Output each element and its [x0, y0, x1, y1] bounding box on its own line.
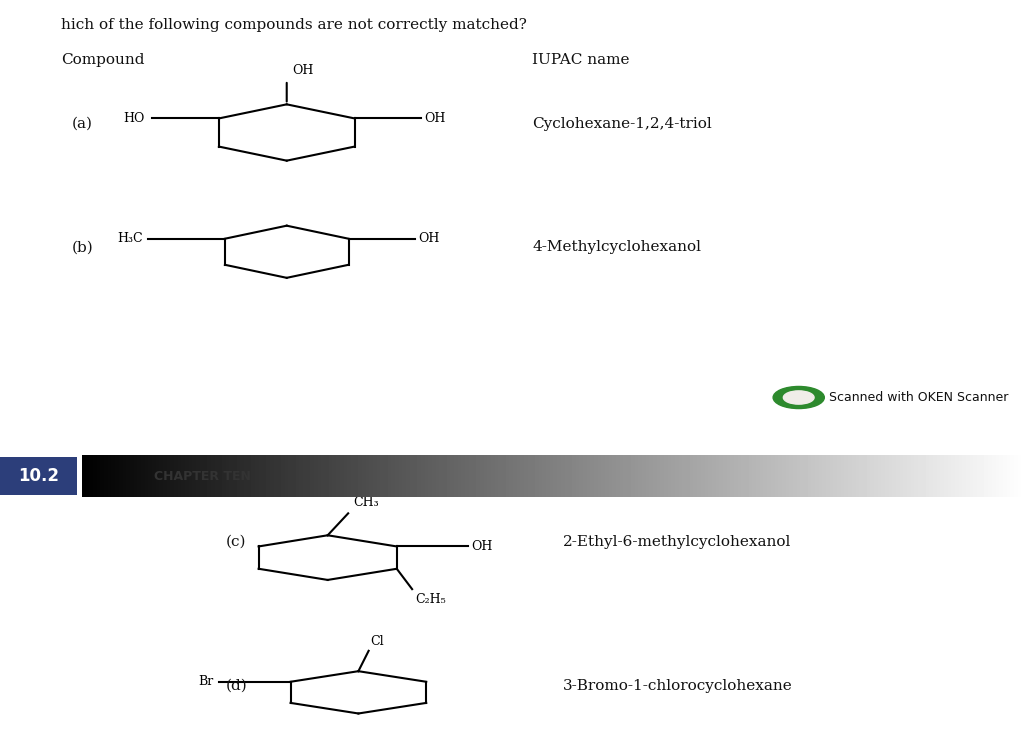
Text: OH: OH — [292, 64, 313, 77]
Text: 2-Ethyl-6-methylcyclohexanol: 2-Ethyl-6-methylcyclohexanol — [563, 535, 792, 549]
FancyBboxPatch shape — [0, 458, 77, 495]
Text: 10.2: 10.2 — [18, 467, 59, 485]
Text: Cl: Cl — [371, 635, 384, 648]
Text: hich of the following compounds are not correctly matched?: hich of the following compounds are not … — [61, 17, 527, 32]
Text: C₂H₅: C₂H₅ — [415, 593, 445, 606]
Text: CH₃: CH₃ — [353, 495, 379, 509]
Text: OH: OH — [424, 112, 445, 125]
Text: CHAPTER TEN: CHAPTER TEN — [154, 470, 251, 482]
Text: 3-Bromo-1-chlorocyclohexane: 3-Bromo-1-chlorocyclohexane — [563, 679, 793, 693]
Text: OH: OH — [471, 540, 493, 553]
Text: (d): (d) — [225, 679, 247, 693]
Text: Compound: Compound — [61, 53, 145, 67]
Text: (c): (c) — [225, 535, 246, 549]
Text: (a): (a) — [72, 117, 93, 131]
Text: Scanned with OKEN Scanner: Scanned with OKEN Scanner — [829, 391, 1009, 404]
Text: HO: HO — [124, 112, 145, 125]
Circle shape — [783, 391, 814, 404]
Text: Br: Br — [199, 675, 214, 689]
Text: 4-Methylcyclohexanol: 4-Methylcyclohexanol — [532, 240, 701, 254]
Circle shape — [773, 387, 824, 408]
Text: OH: OH — [418, 233, 439, 245]
Text: IUPAC name: IUPAC name — [532, 53, 630, 67]
Text: Cyclohexane-1,2,4-triol: Cyclohexane-1,2,4-triol — [532, 117, 713, 131]
Text: (b): (b) — [72, 240, 93, 254]
Text: H₃C: H₃C — [118, 233, 143, 245]
